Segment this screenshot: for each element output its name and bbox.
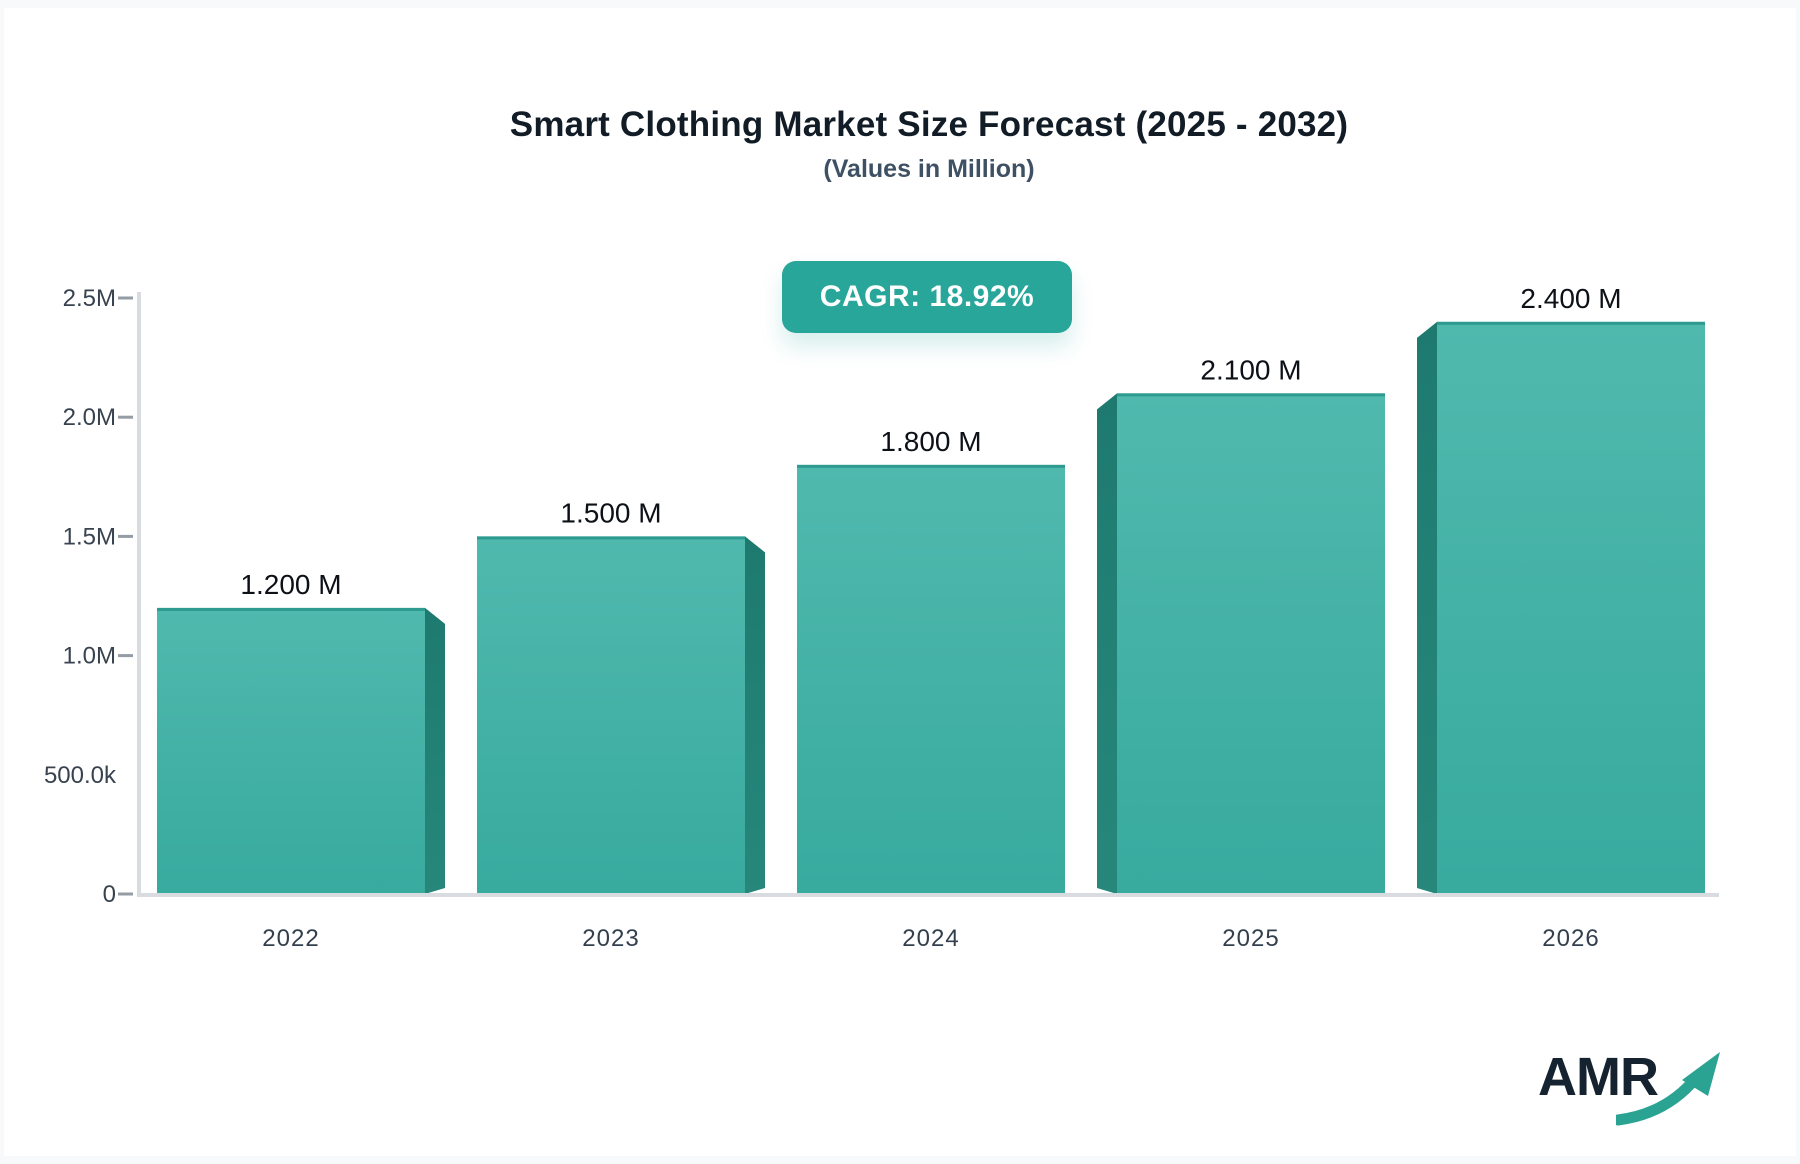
bar-2024 xyxy=(797,464,1065,894)
bar-2026 xyxy=(1437,321,1705,895)
chart-card: Smart Clothing Market Size Forecast (202… xyxy=(4,8,1796,1156)
y-tick-label-1.0M: 1.0M xyxy=(63,643,116,670)
bar-value-label-2026: 2.400 M xyxy=(1520,283,1621,314)
bar-top-edge-2022 xyxy=(157,607,425,611)
chart-title: Smart Clothing Market Size Forecast (202… xyxy=(509,105,1349,144)
y-tick-dash xyxy=(118,296,133,300)
bar-side-2026 xyxy=(1417,321,1437,895)
growth-arrow-icon xyxy=(1616,1052,1720,1126)
bar-value-label-2023: 1.500 M xyxy=(560,497,661,528)
bar-chart-plot: 1.200 M 2022 1.500 M 2023 1.800 M 2024 2.100 M… xyxy=(44,283,1719,952)
y-tick-label-500.0k: 500.0k xyxy=(44,762,117,789)
y-axis-line xyxy=(137,292,141,897)
chart-stage: Smart Clothing Market Size Forecast (202… xyxy=(4,8,1796,1156)
cagr-badge: CAGR: 18.92% xyxy=(782,261,1072,333)
amr-logo: AMR xyxy=(1532,1040,1732,1130)
bar-2023 xyxy=(477,536,745,894)
y-tick-dash xyxy=(118,534,133,538)
cagr-badge-label: CAGR: 18.92% xyxy=(819,280,1035,313)
bar-top-edge-2024 xyxy=(797,464,1065,468)
bar-top-edge-2025 xyxy=(1117,393,1385,397)
y-tick-dash xyxy=(118,654,133,658)
y-tick-label-1.5M: 1.5M xyxy=(63,523,116,550)
x-category-label-2026: 2026 xyxy=(1542,925,1599,952)
bar-top-edge-2023 xyxy=(477,536,745,540)
bar-2025 xyxy=(1117,393,1385,894)
chart-subtitle: (Values in Million) xyxy=(823,155,1035,183)
bar-top-edge-2026 xyxy=(1437,321,1705,325)
y-tick-dash xyxy=(118,415,133,419)
amr-logo-text: AMR xyxy=(1538,1047,1659,1107)
x-category-label-2022: 2022 xyxy=(262,925,319,952)
bar-2022 xyxy=(157,607,425,894)
y-tick-label-0: 0 xyxy=(103,881,116,908)
bar-value-label-2024: 1.800 M xyxy=(880,426,981,457)
x-category-label-2025: 2025 xyxy=(1222,925,1279,952)
x-axis-line xyxy=(137,893,1719,897)
bar-value-label-2025: 2.100 M xyxy=(1200,354,1301,385)
bar-value-label-2022: 1.200 M xyxy=(240,569,341,600)
bar-side-2023 xyxy=(745,536,765,894)
y-tick-label-2.5M: 2.5M xyxy=(63,285,116,312)
x-category-label-2023: 2023 xyxy=(582,925,639,952)
x-category-label-2024: 2024 xyxy=(902,925,959,952)
y-tick-label-2.0M: 2.0M xyxy=(63,404,116,431)
bar-side-2022 xyxy=(425,607,445,894)
bar-side-2025 xyxy=(1097,393,1117,894)
y-tick-dash xyxy=(118,892,133,896)
